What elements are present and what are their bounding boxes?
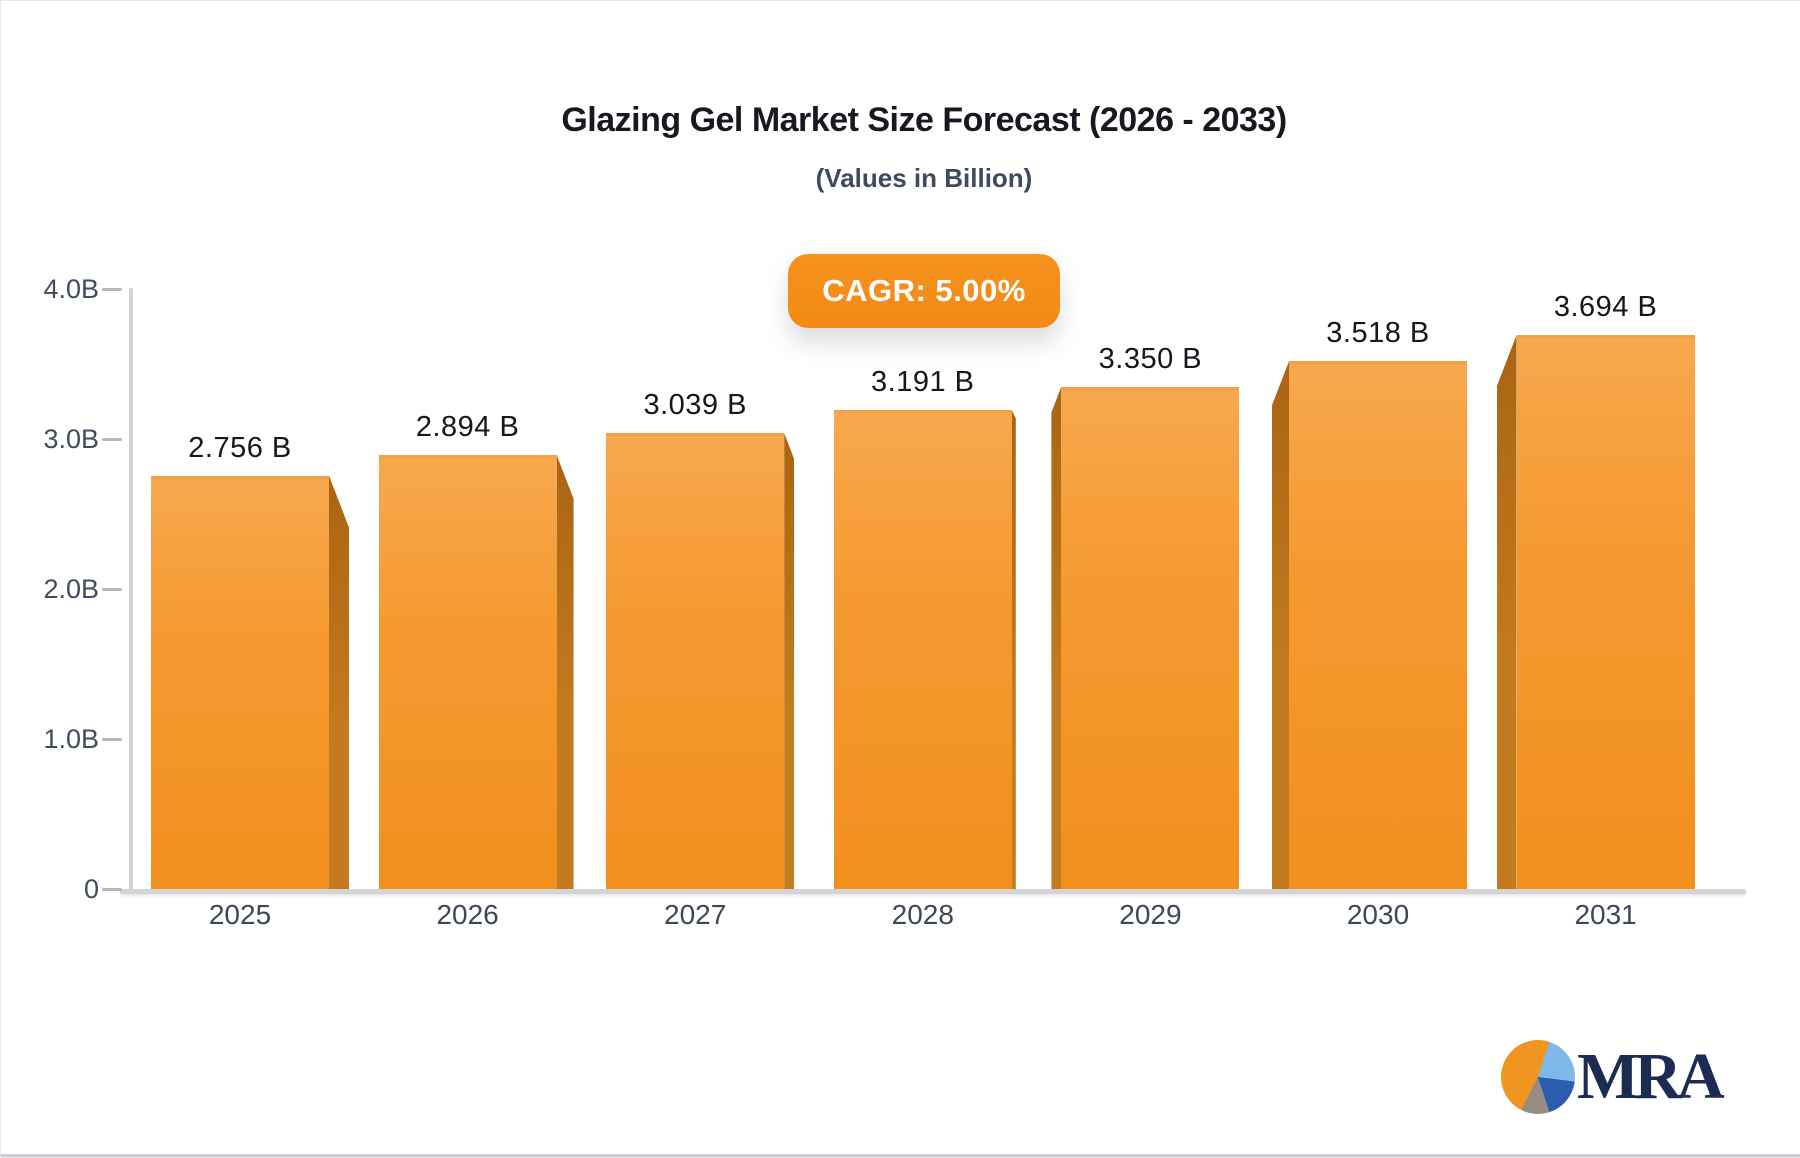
pie-chart-logo-icon — [1501, 1040, 1575, 1114]
y-axis-line — [129, 288, 133, 892]
y-axis-tick-label: 1.0B — [43, 724, 99, 754]
bar-value-label: 2.894 B — [415, 410, 520, 443]
bar-2026 — [378, 454, 557, 889]
bar-2028 — [833, 410, 1012, 889]
x-axis-label-2025: 2025 — [208, 899, 272, 930]
bar-value-label: 3.694 B — [1553, 290, 1658, 323]
bar-side-face — [1051, 386, 1062, 889]
bar-side-face — [1496, 334, 1517, 889]
bar-value-label: 3.191 B — [871, 366, 975, 399]
mra-logo: MRA — [1501, 1039, 1725, 1115]
x-axis-label-2031: 2031 — [1574, 899, 1637, 930]
bar-2025 — [151, 475, 329, 889]
y-axis-tick-label: 4.0B — [43, 274, 99, 304]
y-axis-tick-label: 3.0B — [43, 424, 99, 454]
bar-side-face — [1272, 361, 1289, 889]
bar-2030 — [1289, 361, 1467, 889]
y-axis-tick — [102, 437, 122, 441]
y-axis-tick-label: 0 — [83, 874, 99, 904]
x-axis-label-2030: 2030 — [1346, 899, 1410, 930]
bar-2027 — [606, 433, 785, 889]
cagr-badge: CAGR: 5.00% — [788, 254, 1060, 328]
x-axis-label-2027: 2027 — [664, 899, 727, 930]
bar-side-face — [329, 475, 349, 889]
x-axis-label-2029: 2029 — [1119, 899, 1182, 930]
bar-2031 — [1516, 334, 1695, 889]
bar-value-label: 3.350 B — [1098, 342, 1203, 375]
bar-side-face — [1011, 410, 1016, 889]
x-axis-label-2028: 2028 — [891, 899, 954, 930]
bar-side-face — [556, 454, 574, 889]
y-axis-tick — [102, 287, 122, 291]
y-axis-tick — [102, 887, 122, 891]
bar-2029 — [1061, 386, 1240, 889]
y-axis-tick — [102, 587, 122, 591]
bar-value-label: 2.756 B — [188, 431, 292, 464]
y-axis-tick — [102, 737, 122, 741]
y-axis-tick-label: 2.0B — [43, 574, 99, 604]
bar-side-face — [784, 433, 795, 889]
x-axis-label-2026: 2026 — [436, 899, 499, 930]
chart-title: Glazing Gel Market Size Forecast (2026 -… — [561, 101, 1287, 139]
chart-subtitle: (Values in Billion) — [815, 163, 1033, 193]
bar-value-label: 3.039 B — [643, 389, 747, 422]
bar-value-label: 3.518 B — [1326, 317, 1430, 350]
logo-text: MRA — [1577, 1040, 1725, 1113]
x-axis-baseline — [120, 889, 1746, 894]
